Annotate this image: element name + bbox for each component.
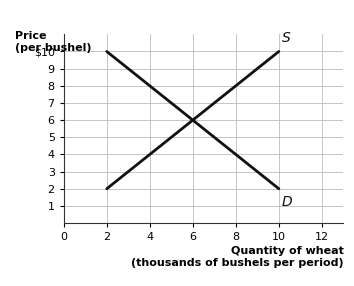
X-axis label: Quantity of wheat
(thousands of bushels per period): Quantity of wheat (thousands of bushels … bbox=[131, 246, 343, 268]
Text: Price
(per bushel): Price (per bushel) bbox=[15, 31, 91, 53]
Text: S: S bbox=[282, 31, 291, 45]
Text: D: D bbox=[282, 195, 293, 209]
